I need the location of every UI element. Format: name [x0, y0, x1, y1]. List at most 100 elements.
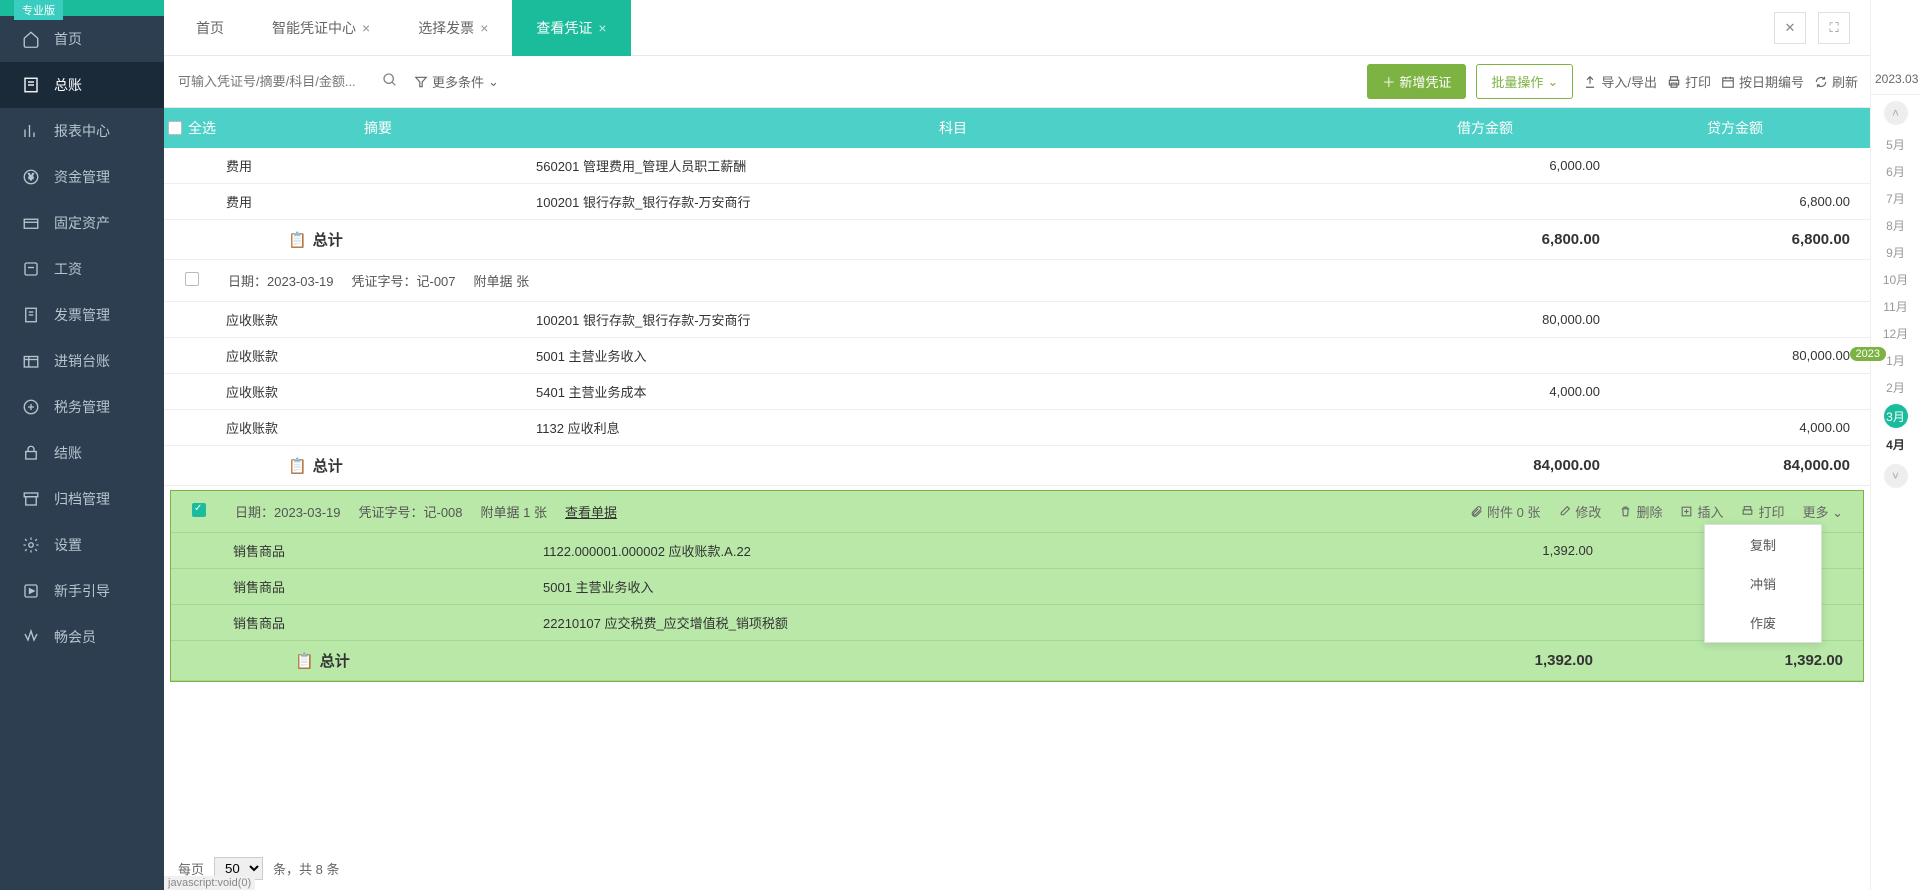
sort-by-date-button[interactable]: 按日期编号 [1721, 72, 1804, 91]
table-row[interactable]: 费用 100201 银行存款_银行存款-万安商行 6,800.00 [164, 184, 1870, 220]
cell-subject: 100201 银行存款_银行存款-万安商行 [530, 192, 1370, 211]
import-export-button[interactable]: 导入/导出 [1583, 72, 1657, 91]
voucher-checkbox[interactable] [185, 272, 199, 286]
sidebar-item-label: 畅会员 [54, 627, 96, 647]
select-all-label: 全选 [188, 118, 216, 138]
tab-label: 选择发票 [418, 18, 474, 38]
month-item[interactable]: 9月 [1883, 239, 1908, 266]
table-row[interactable]: 应收账款 5001 主营业务收入 80,000.00 [164, 338, 1870, 374]
month-item[interactable]: 7月 [1883, 185, 1908, 212]
sidebar-item-settings[interactable]: 设置 [0, 522, 164, 568]
sidebar-item-ledger[interactable]: 总账 [0, 62, 164, 108]
voucher-number: 凭证字号：记-008 [359, 502, 463, 521]
tab-label: 智能凭证中心 [272, 18, 356, 38]
more-conditions-button[interactable]: 更多条件 ⌄ [414, 72, 499, 91]
month-item[interactable]: 5月 [1883, 131, 1908, 158]
cell-credit: 4,000.00 [1620, 420, 1870, 435]
total-label: 总计 [313, 229, 343, 250]
table-row[interactable]: 应收账款 5401 主营业务成本 4,000.00 [164, 374, 1870, 410]
dropdown-item[interactable]: 作废 [1705, 603, 1821, 642]
sidebar-item-home[interactable]: 首页 [0, 16, 164, 62]
sidebar-item-label: 设置 [54, 535, 82, 555]
month-item[interactable]: 1月 [1886, 347, 1905, 374]
month-item[interactable]: 11月 [1883, 293, 1908, 320]
sidebar-item-close[interactable]: 结账 [0, 430, 164, 476]
new-voucher-button[interactable]: ＋ 新增凭证 [1367, 64, 1466, 99]
voucher-header: 日期：2023-03-19 凭证字号：记-008 附单据 1 张 查看单据 附件… [171, 491, 1863, 533]
toolbar: 更多条件 ⌄ ＋ 新增凭证 批量操作 ⌄ 导入/导出 打印 按日期编号 [164, 56, 1870, 108]
month-item[interactable]: 6月 [1883, 158, 1908, 185]
month-next[interactable]: 4月 [1871, 431, 1920, 458]
tab[interactable]: 智能凭证中心 × [248, 0, 394, 56]
table-row[interactable]: 销售商品 1122.000001.000002 应收账款.A.22 1,392.… [171, 533, 1863, 569]
sidebar-item-label: 税务管理 [54, 397, 110, 417]
dropdown-item[interactable]: 冲销 [1705, 564, 1821, 603]
cell-debit: 6,000.00 [1370, 158, 1620, 173]
more-button[interactable]: 更多 ⌄ [1802, 502, 1843, 521]
tab[interactable]: 首页 [172, 0, 248, 56]
view-bill-link[interactable]: 查看单据 [565, 502, 617, 521]
cell-summary: 应收账款 [220, 418, 530, 437]
col-header-debit: 借方金额 [1370, 118, 1620, 138]
cell-summary: 应收账款 [220, 382, 530, 401]
delete-button[interactable]: 删除 [1619, 502, 1662, 521]
tab[interactable]: 查看凭证× [512, 0, 630, 56]
dropdown-item[interactable]: 复制 [1705, 525, 1821, 564]
archive-icon [22, 490, 40, 508]
year-badge: 2023 [1850, 347, 1886, 361]
cell-credit: 80,000.00 [1620, 348, 1870, 363]
sidebar-item-guide[interactable]: 新手引导 [0, 568, 164, 614]
sidebar-item-archive[interactable]: 归档管理 [0, 476, 164, 522]
month-current[interactable]: 3月 [1884, 404, 1908, 428]
refresh-button[interactable]: 刷新 [1814, 72, 1858, 91]
month-nav-up[interactable]: ˄ [1884, 101, 1908, 125]
print-button[interactable]: 打印 [1667, 72, 1711, 91]
total-suffix: 条 [327, 862, 340, 877]
row-print-button[interactable]: 打印 [1741, 502, 1784, 521]
month-nav-down[interactable]: ˅ [1884, 464, 1908, 488]
search-input[interactable] [176, 68, 366, 95]
sidebar-item-chart[interactable]: 报表中心 [0, 108, 164, 154]
edit-button[interactable]: 修改 [1558, 502, 1601, 521]
sidebar-item-tax[interactable]: 税务管理 [0, 384, 164, 430]
tab-bar: 首页智能凭证中心×选择发票×查看凭证× ✕ ⛶ [164, 0, 1870, 56]
table-row[interactable]: 应收账款 100201 银行存款_银行存款-万安商行 80,000.00 [164, 302, 1870, 338]
sidebar-item-invoice[interactable]: 发票管理 [0, 292, 164, 338]
cell-summary: 销售商品 [227, 577, 537, 596]
month-item[interactable]: 12月 [1883, 320, 1908, 347]
month-item[interactable]: 2月 [1886, 374, 1905, 401]
table-row[interactable]: 应收账款 1132 应收利息 4,000.00 [164, 410, 1870, 446]
sidebar-item-label: 总账 [54, 75, 82, 95]
month-item[interactable]: 8月 [1883, 212, 1908, 239]
sidebar-item-salary[interactable]: 工资 [0, 246, 164, 292]
total-icon: 📋 [288, 231, 307, 249]
insert-button[interactable]: 插入 [1680, 502, 1723, 521]
fullscreen-icon[interactable]: ⛶ [1818, 12, 1850, 44]
sidebar-item-label: 首页 [54, 29, 82, 49]
sidebar-item-asset[interactable]: 固定资产 [0, 200, 164, 246]
select-all-checkbox[interactable] [168, 121, 182, 135]
sidebar-item-vip[interactable]: 畅会员 [0, 614, 164, 660]
table-row[interactable]: 销售商品 5001 主营业务收入 [171, 569, 1863, 605]
sidebar-item-label: 新手引导 [54, 581, 110, 601]
close-all-tabs-icon[interactable]: ✕ [1774, 12, 1806, 44]
attachment-link[interactable]: 附件 0 张 [1470, 502, 1540, 521]
sidebar-item-stock[interactable]: 进销台账 [0, 338, 164, 384]
table-row[interactable]: 费用 560201 管理费用_管理人员职工薪酬 6,000.00 [164, 148, 1870, 184]
chart-icon [22, 122, 40, 140]
table-row[interactable]: 销售商品 22210107 应交税费_应交增值税_销项税额 [171, 605, 1863, 641]
tab-close-icon[interactable]: × [598, 20, 606, 36]
month-item[interactable]: 10月 [1883, 266, 1908, 293]
tab-close-icon[interactable]: × [480, 20, 488, 36]
current-period[interactable]: 2023.03 [1871, 64, 1920, 95]
search-icon[interactable] [378, 68, 402, 95]
cell-subject: 560201 管理费用_管理人员职工薪酬 [530, 156, 1370, 175]
total-debit: 6,800.00 [1370, 231, 1620, 248]
sidebar-item-money[interactable]: ¥资金管理 [0, 154, 164, 200]
pagination-footer: 每页 50 条，共 8 条 [164, 846, 1870, 890]
voucher-checkbox[interactable] [192, 503, 206, 517]
col-header-credit: 贷方金额 [1620, 118, 1870, 138]
batch-ops-button[interactable]: 批量操作 ⌄ [1476, 64, 1573, 99]
tab[interactable]: 选择发票 × [394, 0, 512, 56]
tab-close-icon[interactable]: × [362, 20, 370, 36]
